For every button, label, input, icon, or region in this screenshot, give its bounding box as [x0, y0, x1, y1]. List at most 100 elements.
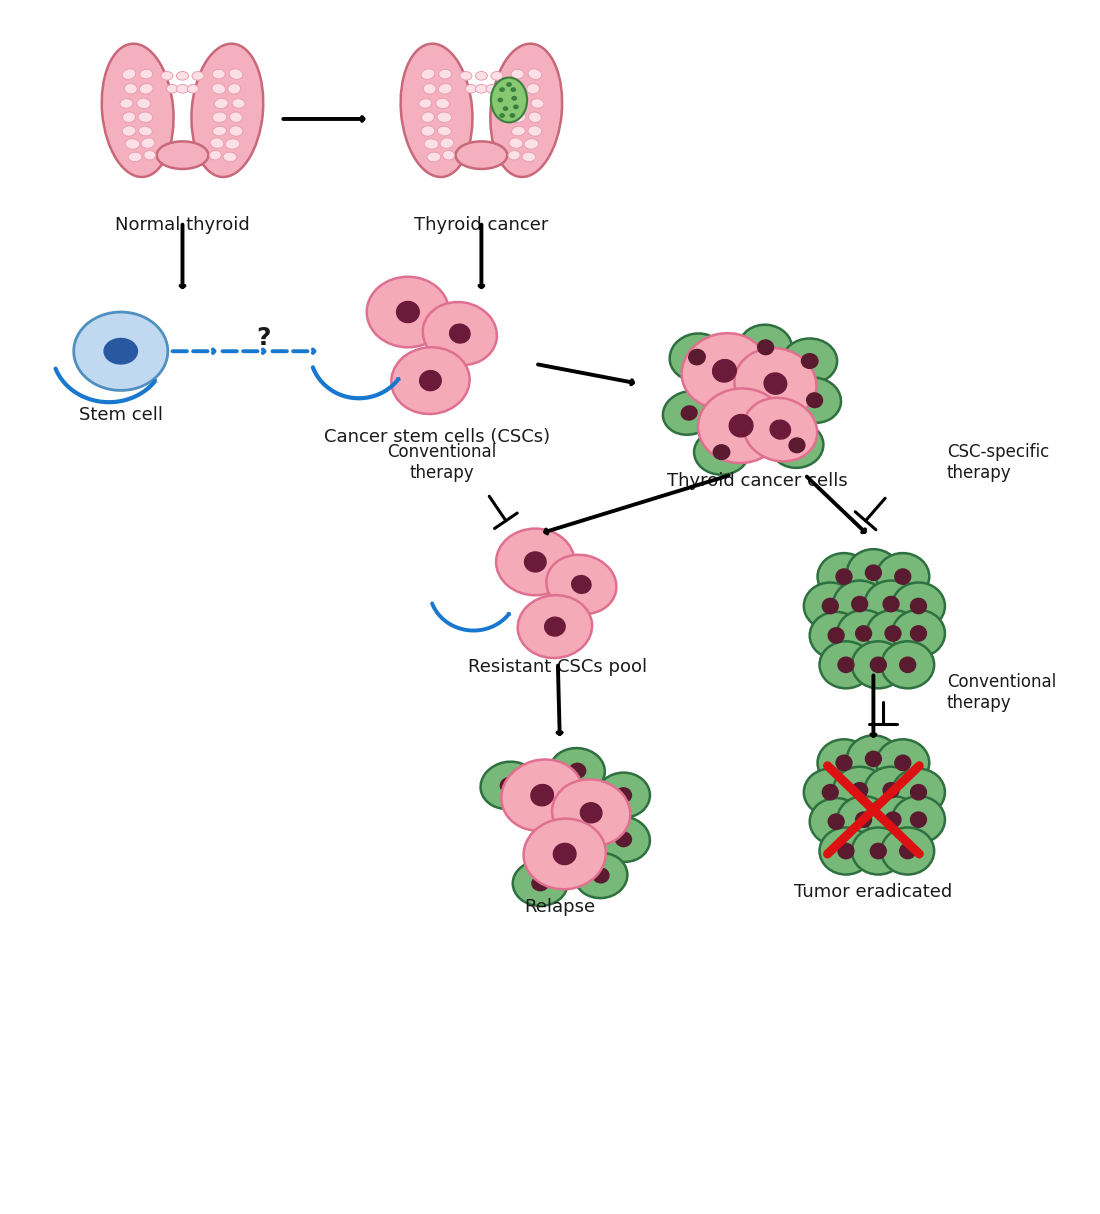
Text: Conventional
therapy: Conventional therapy [387, 443, 497, 482]
Ellipse shape [836, 569, 851, 584]
Text: Tumor eradicated: Tumor eradicated [794, 884, 953, 901]
Ellipse shape [122, 69, 135, 79]
Ellipse shape [176, 72, 188, 80]
Ellipse shape [512, 126, 526, 136]
Ellipse shape [789, 438, 805, 453]
Ellipse shape [782, 339, 837, 384]
Ellipse shape [124, 84, 138, 93]
Ellipse shape [524, 138, 539, 149]
Ellipse shape [713, 444, 729, 459]
Ellipse shape [820, 641, 872, 688]
Ellipse shape [764, 373, 786, 395]
Ellipse shape [229, 69, 243, 79]
Ellipse shape [400, 44, 473, 177]
Ellipse shape [883, 596, 899, 612]
Ellipse shape [419, 98, 432, 108]
Ellipse shape [770, 422, 824, 467]
Ellipse shape [804, 768, 857, 816]
Ellipse shape [694, 430, 749, 475]
Ellipse shape [232, 98, 245, 108]
Ellipse shape [838, 657, 854, 673]
Ellipse shape [729, 414, 754, 437]
Ellipse shape [670, 334, 724, 381]
Ellipse shape [806, 393, 823, 408]
Ellipse shape [210, 138, 224, 148]
Ellipse shape [892, 609, 945, 657]
Ellipse shape [892, 768, 945, 816]
Ellipse shape [187, 85, 198, 93]
Ellipse shape [139, 112, 153, 123]
Text: Thyroid cancer cells: Thyroid cancer cells [668, 472, 848, 489]
Ellipse shape [397, 301, 419, 323]
Ellipse shape [597, 772, 650, 818]
Ellipse shape [544, 617, 565, 636]
Ellipse shape [140, 84, 153, 93]
Ellipse shape [681, 405, 697, 420]
Ellipse shape [455, 141, 507, 169]
Ellipse shape [74, 312, 168, 391]
Ellipse shape [209, 151, 221, 160]
Ellipse shape [475, 85, 487, 93]
Ellipse shape [214, 98, 228, 108]
Ellipse shape [847, 736, 900, 782]
Ellipse shape [230, 112, 242, 123]
Ellipse shape [141, 138, 155, 148]
Ellipse shape [518, 595, 592, 658]
Ellipse shape [528, 126, 542, 136]
Ellipse shape [817, 554, 870, 600]
Ellipse shape [491, 44, 562, 177]
Ellipse shape [229, 126, 243, 136]
Ellipse shape [491, 72, 503, 80]
Ellipse shape [531, 784, 553, 806]
Ellipse shape [125, 138, 140, 149]
Text: Normal thyroid: Normal thyroid [116, 216, 250, 234]
Ellipse shape [823, 784, 838, 800]
Ellipse shape [895, 755, 911, 771]
Ellipse shape [438, 126, 451, 136]
Ellipse shape [421, 112, 434, 123]
Ellipse shape [212, 112, 227, 123]
Ellipse shape [122, 112, 135, 123]
Ellipse shape [475, 72, 487, 80]
Ellipse shape [366, 277, 449, 347]
Ellipse shape [881, 641, 934, 688]
Ellipse shape [572, 575, 591, 594]
Ellipse shape [911, 784, 926, 800]
Ellipse shape [161, 72, 173, 80]
Ellipse shape [166, 85, 178, 93]
Ellipse shape [510, 84, 525, 93]
Ellipse shape [528, 69, 541, 79]
Ellipse shape [498, 98, 503, 102]
Ellipse shape [528, 112, 541, 123]
Ellipse shape [883, 783, 899, 798]
Ellipse shape [226, 138, 240, 149]
Ellipse shape [442, 151, 454, 160]
Ellipse shape [789, 378, 842, 422]
Text: ?: ? [256, 325, 271, 350]
Ellipse shape [500, 778, 517, 793]
Text: CSC-specific
therapy: CSC-specific therapy [947, 443, 1049, 482]
Ellipse shape [212, 69, 226, 79]
Ellipse shape [574, 853, 627, 898]
Ellipse shape [886, 812, 901, 827]
Ellipse shape [847, 549, 900, 596]
Ellipse shape [911, 625, 926, 641]
Ellipse shape [499, 87, 504, 91]
Ellipse shape [420, 370, 441, 391]
Ellipse shape [166, 47, 199, 73]
Ellipse shape [886, 625, 901, 641]
Ellipse shape [810, 798, 862, 845]
Ellipse shape [425, 138, 439, 149]
Ellipse shape [512, 112, 526, 123]
Ellipse shape [531, 98, 543, 108]
Ellipse shape [698, 388, 784, 463]
Ellipse shape [682, 333, 767, 408]
Ellipse shape [191, 44, 263, 177]
Ellipse shape [836, 755, 851, 771]
Ellipse shape [851, 596, 868, 612]
Text: Stem cell: Stem cell [79, 407, 163, 424]
Ellipse shape [510, 114, 515, 118]
Ellipse shape [581, 802, 602, 823]
Ellipse shape [820, 828, 872, 874]
Ellipse shape [770, 420, 791, 439]
